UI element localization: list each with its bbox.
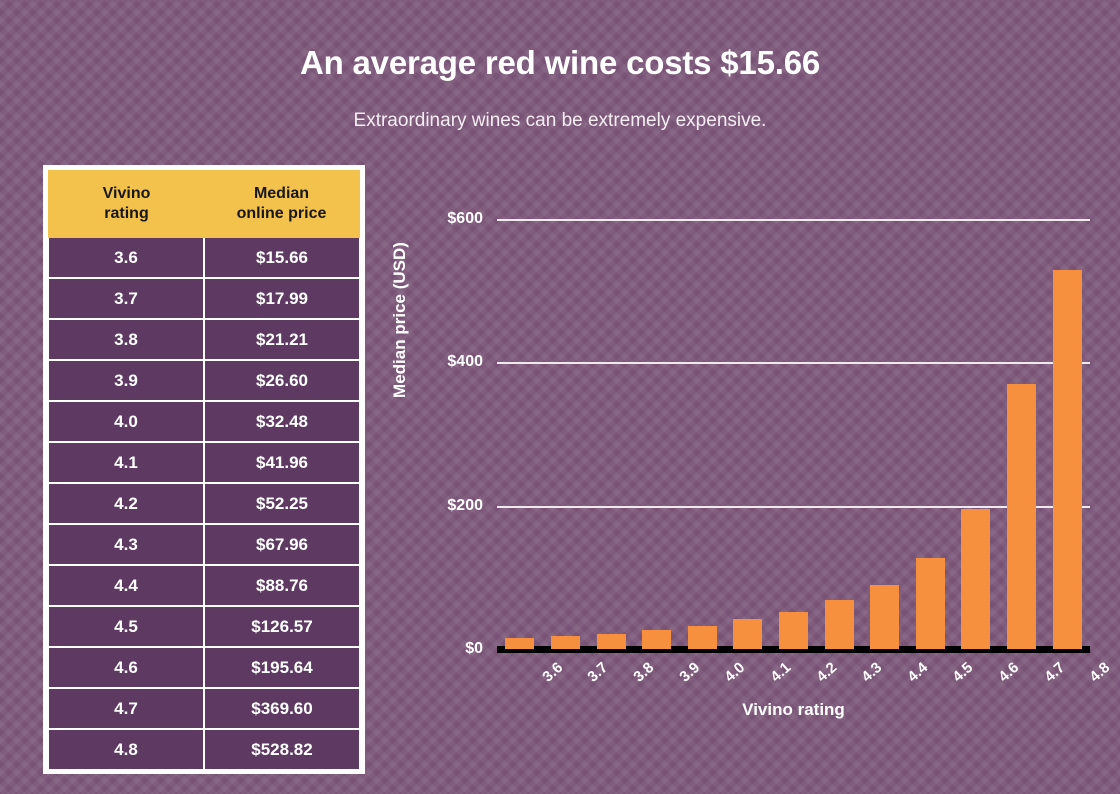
cell-rating: 3.8 (49, 318, 205, 361)
cell-rating: 4.4 (49, 564, 205, 607)
bar[interactable] (870, 585, 900, 649)
column-header-price-line1: Median (253, 185, 310, 202)
y-axis-tick-label: $600 (447, 210, 483, 227)
table-header: Vivino rating Median online price (48, 170, 360, 238)
cell-price: $126.57 (203, 605, 359, 648)
cell-price: $52.25 (203, 482, 359, 525)
cell-price: $26.60 (203, 359, 359, 402)
y-axis-label: Median price (USD) (390, 242, 409, 398)
x-axis-tick-label: 4.6 (995, 659, 1023, 686)
y-axis-tick-label: $400 (447, 353, 483, 371)
x-axis-tick-label: 4.4 (904, 659, 931, 686)
x-axis-tick-label: 3.9 (675, 659, 703, 686)
gridline (497, 219, 1090, 221)
data-table-frame: Vivino rating Median online price 3.6 $15… (43, 165, 365, 774)
x-axis-tick-label: 3.8 (630, 659, 658, 686)
table-row: 4.1 $41.96 (49, 441, 359, 484)
cell-rating: 4.6 (49, 646, 205, 689)
cell-price: $21.21 (203, 318, 359, 361)
bar-chart: Median price (USD) $0 $200 $400 $600 3.6 3.7 3… (390, 195, 1113, 755)
table-row: 3.7 $17.99 (49, 277, 359, 320)
table-row: 4.5 $126.57 (49, 605, 359, 648)
page-subtitle: Extraordinary wines can be extremely exp… (353, 110, 767, 131)
table-row: 4.4 $88.76 (49, 564, 359, 607)
x-axis-tick-label: 4.1 (767, 659, 795, 686)
plot-area: $0 $200 $400 $600 3.6 3.7 3.8 3.9 4.0 4.1 4.2 4.3 4.… (447, 210, 1113, 686)
cell-rating: 4.8 (49, 728, 205, 769)
bar[interactable] (779, 611, 808, 649)
bar[interactable] (596, 633, 626, 649)
x-axis-tick-label: 4.3 (858, 659, 886, 686)
column-header-price: Median online price (203, 170, 360, 238)
bar[interactable] (733, 618, 763, 649)
gridline (497, 362, 1090, 365)
table-row: 4.6 $195.64 (49, 646, 359, 689)
cell-rating: 3.6 (49, 236, 205, 279)
table-row: 3.8 $21.21 (49, 318, 359, 361)
cell-price: $88.76 (203, 564, 359, 607)
table-row: 4.0 $32.48 (49, 400, 359, 443)
page-title: An average red wine costs $15.66 (299, 44, 821, 81)
cell-rating: 4.5 (49, 605, 205, 648)
bar[interactable] (961, 508, 991, 649)
x-axis-tick-label: 3.7 (584, 659, 612, 686)
cell-rating: 3.7 (49, 277, 205, 320)
x-axis-tick-label: 4.2 (812, 659, 840, 686)
table-row: 4.7 $369.60 (49, 687, 359, 730)
column-header-price-line2: online price (236, 205, 327, 222)
table-header-row: Vivino rating Median online price (48, 170, 360, 238)
cell-rating: 4.1 (49, 441, 205, 484)
column-header-rating-line2: rating (104, 205, 149, 222)
cell-rating: 3.9 (49, 359, 205, 402)
gridline (497, 505, 1090, 508)
data-table: Vivino rating Median online price 3.6 $15… (48, 170, 360, 769)
cell-price: $528.82 (203, 728, 359, 769)
bar[interactable] (1052, 270, 1082, 649)
cell-price: $17.99 (203, 277, 359, 320)
y-axis-tick-label: $0 (465, 640, 483, 657)
cell-price: $32.48 (203, 400, 359, 443)
cell-price: $41.96 (203, 441, 359, 484)
cell-rating: 4.2 (49, 482, 205, 525)
cell-rating: 4.3 (49, 523, 205, 566)
x-axis-tick-label: 4.0 (721, 659, 749, 686)
bar[interactable] (687, 625, 717, 649)
cell-price: $195.64 (203, 646, 359, 689)
cell-price: $15.66 (203, 236, 359, 279)
table-row: 3.6 $15.66 (49, 236, 359, 279)
cell-rating: 4.7 (49, 687, 205, 730)
bar[interactable] (550, 636, 580, 649)
table-body: 3.6 $15.66 3.7 $17.99 3.8 $21.21 3.9 $26.60 4.0 $… (49, 236, 359, 769)
y-axis-tick-label: $200 (447, 496, 483, 514)
cell-rating: 4.0 (49, 400, 205, 443)
bar[interactable] (915, 558, 945, 649)
column-header-rating: Vivino rating (48, 170, 205, 238)
x-axis-tick-label: 3.6 (539, 659, 567, 686)
table-row: 3.9 $26.60 (49, 359, 359, 402)
table-row: 4.3 $67.96 (49, 523, 359, 566)
table-row: 4.2 $52.25 (49, 482, 359, 525)
x-axis-tick-label: 4.7 (1040, 659, 1068, 686)
x-axis-label: Vivino rating (742, 700, 845, 719)
table-row: 4.8 $528.82 (49, 728, 359, 769)
cell-price: $369.60 (203, 687, 359, 730)
bar[interactable] (642, 629, 672, 649)
cell-price: $67.96 (203, 523, 359, 566)
x-axis-tick-label: 4.5 (949, 659, 977, 686)
bar[interactable] (1007, 384, 1037, 649)
bar[interactable] (505, 637, 535, 649)
column-header-rating-line1: Vivino (102, 185, 151, 202)
bar[interactable] (824, 600, 854, 649)
x-axis-tick-label: 4.8 (1086, 659, 1114, 686)
